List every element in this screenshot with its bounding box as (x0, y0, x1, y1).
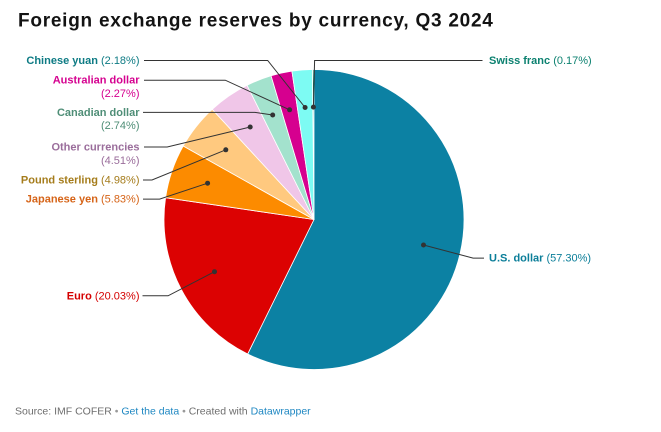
svg-text:Australian dollar: Australian dollar (53, 75, 141, 87)
svg-text:Pound sterling (4.98%): Pound sterling (4.98%) (21, 175, 140, 187)
svg-text:Foreign exchange reserves by c: Foreign exchange reserves by currency, Q… (18, 10, 494, 31)
svg-text:(2.27%): (2.27%) (101, 88, 140, 100)
svg-text:Japanese yen (5.83%): Japanese yen (5.83%) (26, 194, 140, 206)
svg-text:(4.51%): (4.51%) (101, 155, 140, 167)
svg-text:Euro (20.03%): Euro (20.03%) (67, 290, 140, 302)
svg-text:Swiss franc (0.17%): Swiss franc (0.17%) (489, 55, 592, 67)
svg-text:U.S. dollar (57.30%): U.S. dollar (57.30%) (489, 253, 591, 265)
svg-text:Canadian dollar: Canadian dollar (57, 107, 140, 119)
svg-text:Source: IMF COFER • Get the da: Source: IMF COFER • Get the data • Creat… (15, 406, 311, 418)
svg-text:Chinese yuan (2.18%): Chinese yuan (2.18%) (26, 55, 139, 67)
svg-text:(2.74%): (2.74%) (101, 120, 140, 132)
svg-text:Other currencies: Other currencies (51, 142, 139, 154)
